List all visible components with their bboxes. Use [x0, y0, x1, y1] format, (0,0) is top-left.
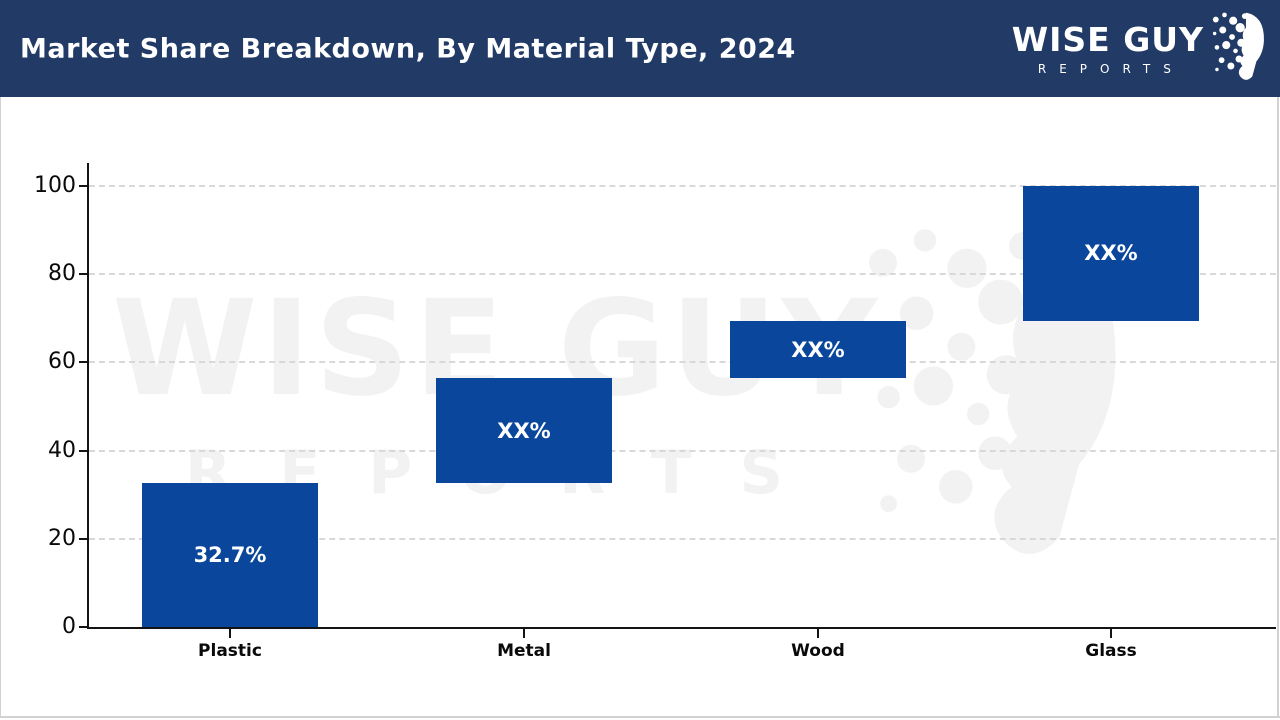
x-tick-plastic	[229, 629, 231, 638]
x-tick-glass	[1110, 629, 1112, 638]
y-tick-20	[79, 537, 88, 540]
frame-bottom-line	[0, 716, 1280, 718]
x-axis-line	[87, 627, 1276, 629]
x-tick-wood	[817, 629, 819, 638]
bar-value-label-glass: XX%	[1084, 241, 1138, 266]
frame-left-line	[0, 97, 1, 716]
gridline-60	[89, 361, 1276, 364]
y-tick-label-20: 20	[48, 525, 76, 551]
y-tick-40	[79, 449, 88, 452]
y-tick-80	[79, 273, 88, 276]
x-tick-label-wood: Wood	[791, 641, 845, 661]
header-bar: Market Share Breakdown, By Material Type…	[0, 0, 1280, 97]
logo-wiseguy-label: WISE GUY	[1011, 20, 1204, 59]
y-tick-label-80: 80	[48, 261, 76, 287]
gridline-20	[89, 537, 1276, 540]
frame-right-line	[1277, 97, 1279, 716]
y-tick-label-60: 60	[48, 349, 76, 375]
y-tick-100	[79, 185, 88, 187]
bar-value-label-wood: XX%	[791, 337, 845, 362]
gridline-80	[89, 273, 1276, 276]
logo-text: WISE GUY REPORTS	[1012, 20, 1204, 76]
x-tick-label-metal: Metal	[497, 641, 551, 661]
logo-face-icon	[1212, 12, 1264, 80]
bar-wood: XX%	[730, 320, 906, 379]
bar-metal: XX%	[436, 378, 612, 483]
gridline-40	[89, 449, 1276, 452]
bar-value-label-plastic: 32.7%	[193, 542, 267, 567]
y-tick-label-100: 100	[34, 173, 76, 198]
x-tick-label-plastic: Plastic	[198, 641, 262, 661]
bar-value-label-metal: XX%	[497, 418, 551, 443]
y-tick-0	[79, 626, 88, 628]
page-title: Market Share Breakdown, By Material Type…	[20, 33, 796, 64]
bar-glass: XX%	[1023, 186, 1199, 321]
y-tick-label-40: 40	[48, 437, 76, 463]
x-tick-metal	[523, 629, 525, 638]
y-tick-label-0: 0	[62, 614, 76, 639]
y-tick-60	[79, 361, 88, 364]
x-tick-label-glass: Glass	[1085, 641, 1137, 661]
bar-plastic: 32.7%	[142, 482, 318, 627]
logo-reports-label: REPORTS	[1037, 62, 1184, 76]
gridline-100	[89, 185, 1276, 187]
y-axis-line	[87, 163, 89, 629]
wise-guy-reports-logo: WISE GUY REPORTS	[1008, 6, 1268, 92]
